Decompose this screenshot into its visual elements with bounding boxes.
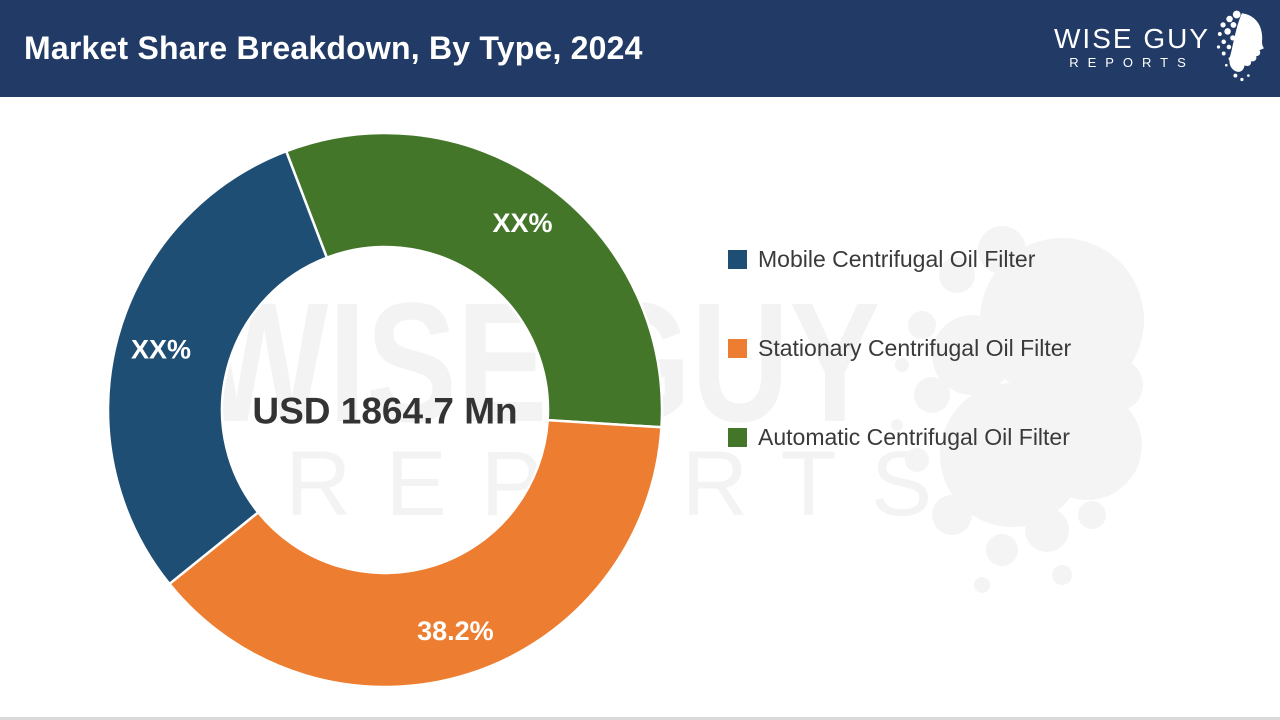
legend: Mobile Centrifugal Oil Filter Stationary… bbox=[728, 246, 1071, 451]
legend-label-mobile: Mobile Centrifugal Oil Filter bbox=[758, 246, 1036, 272]
segment-label-automatic: XX% bbox=[492, 208, 552, 238]
donut-center-value: USD 1864.7 Mn bbox=[252, 391, 517, 432]
legend-item-automatic[interactable]: Automatic Centrifugal Oil Filter bbox=[728, 424, 1071, 451]
legend-swatch-stationary bbox=[728, 339, 747, 358]
logo-face-icon bbox=[1216, 10, 1264, 82]
donut-chart: XX% 38.2% XX% USD 1864.7 Mn bbox=[106, 131, 664, 689]
legend-swatch-automatic bbox=[728, 428, 747, 447]
legend-swatch-mobile bbox=[728, 250, 747, 269]
page-title: Market Share Breakdown, By Type, 2024 bbox=[24, 30, 643, 66]
legend-label-stationary: Stationary Centrifugal Oil Filter bbox=[758, 335, 1072, 361]
segment-label-stationary: 38.2% bbox=[417, 616, 494, 646]
segment-label-mobile: XX% bbox=[131, 335, 191, 365]
donut-segment-mobile[interactable] bbox=[106, 149, 329, 586]
wiseguy-logo: WISE GUY REPORTS bbox=[1054, 8, 1264, 86]
header: Market Share Breakdown, By Type, 2024 WI… bbox=[0, 0, 1280, 97]
logo-subtitle: REPORTS bbox=[1069, 55, 1195, 71]
legend-label-automatic: Automatic Centrifugal Oil Filter bbox=[758, 424, 1070, 450]
donut-segment-stationary[interactable] bbox=[168, 418, 663, 689]
legend-item-mobile[interactable]: Mobile Centrifugal Oil Filter bbox=[728, 246, 1071, 273]
legend-item-stationary[interactable]: Stationary Centrifugal Oil Filter bbox=[728, 335, 1071, 362]
logo-wordmark: WISE GUY bbox=[1053, 22, 1210, 54]
watermark-face-icon bbox=[891, 226, 1144, 593]
donut-segment-automatic[interactable] bbox=[284, 131, 664, 429]
